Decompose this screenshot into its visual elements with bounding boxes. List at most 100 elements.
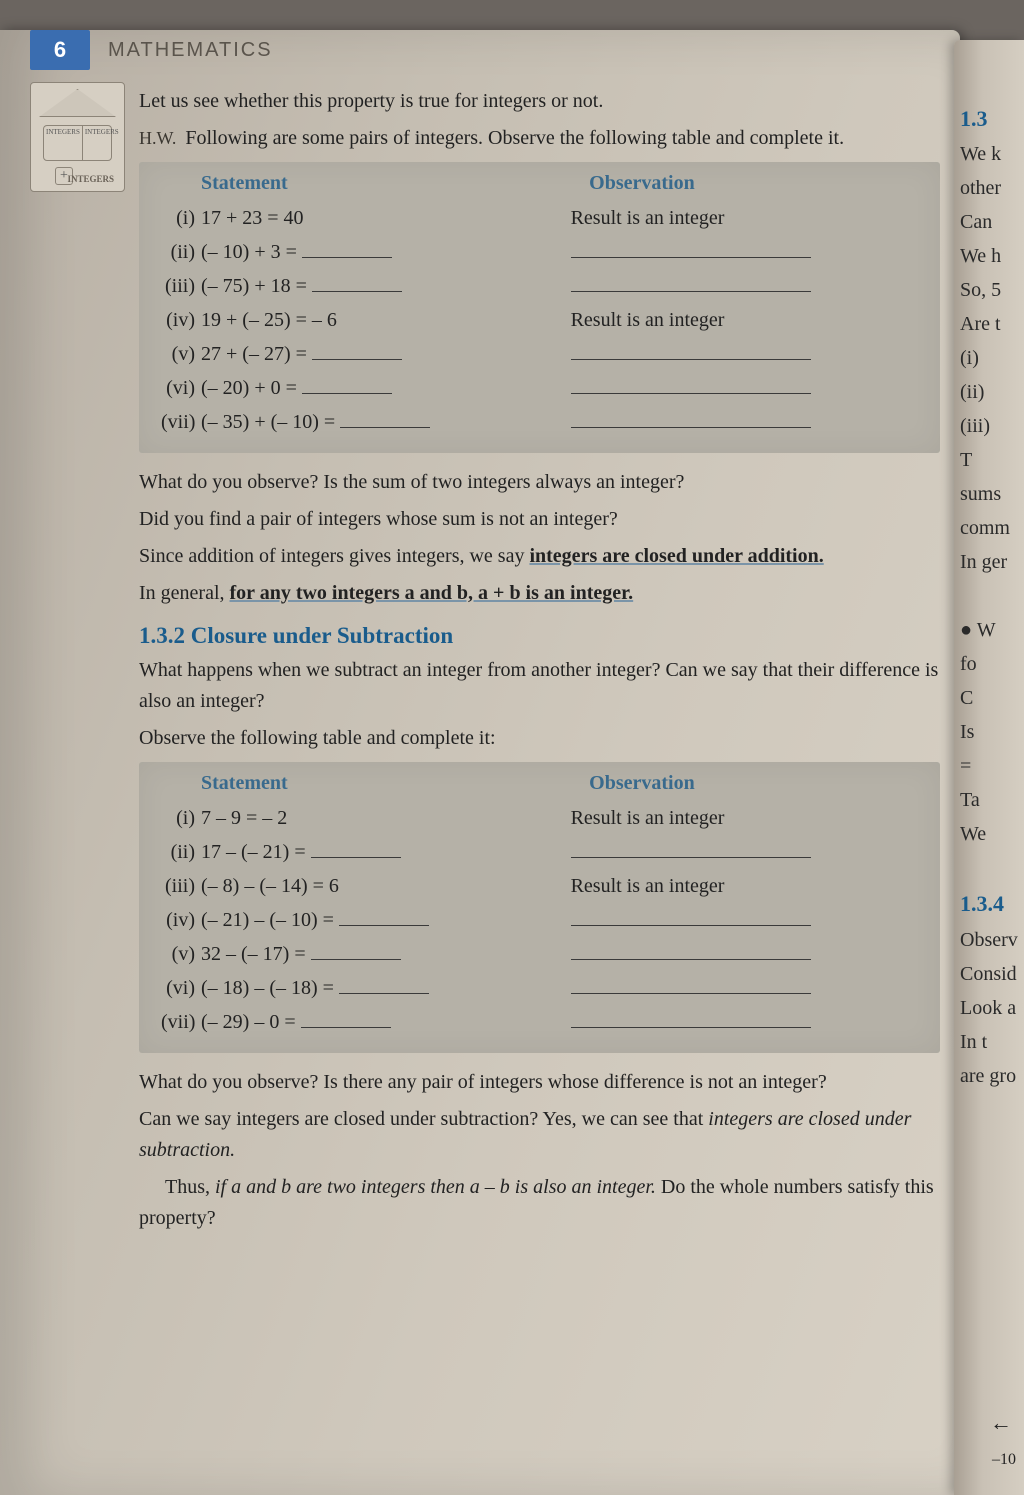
- row-number: (i): [161, 801, 201, 835]
- statement-text: (– 75) + 18 =: [201, 269, 561, 303]
- statement-text: (– 10) + 3 =: [201, 235, 561, 269]
- section-heading: 1.3.2 Closure under Subtraction: [139, 623, 940, 649]
- subtraction-intro: What happens when we subtract an integer…: [139, 655, 940, 717]
- observation-cell: [561, 405, 918, 439]
- closure-sub-text: Can we say integers are closed under sub…: [139, 1108, 708, 1130]
- statement-text: 32 – (– 17) =: [201, 937, 561, 971]
- observation-blank[interactable]: [571, 274, 811, 292]
- statement-text: (– 29) – 0 =: [201, 1005, 561, 1039]
- table-row: (i)17 + 23 = 40Result is an integer: [161, 201, 918, 235]
- answer-blank[interactable]: [340, 410, 430, 428]
- row-number: (iii): [161, 269, 201, 303]
- observation-cell: [561, 337, 918, 371]
- question-2: Did you find a pair of integers whose su…: [139, 504, 940, 535]
- textbook-page: 6 MATHEMATICS INTEGERS INTEGERS + INTEGE…: [0, 30, 960, 1495]
- closure-add-para: Since addition of integers gives integer…: [139, 541, 940, 572]
- table2-header: Statement Observation: [161, 772, 918, 795]
- observation-cell: Result is an integer: [561, 801, 918, 835]
- observation-cell: [561, 937, 918, 971]
- general-bold: for any two integers a and b, a + b is a…: [230, 582, 634, 604]
- thus-prefix: Thus,: [165, 1176, 215, 1198]
- next-page-fragment: =: [960, 749, 1024, 783]
- next-page-fragment: C: [960, 681, 1024, 715]
- row-number: (i): [161, 201, 201, 235]
- observation-cell: [561, 235, 918, 269]
- next-page-fragment: (iii): [960, 409, 1024, 443]
- statement-text: (– 35) + (– 10) =: [201, 405, 561, 439]
- general-rule-add: In general, for any two integers a and b…: [139, 578, 940, 609]
- side-illustration: INTEGERS INTEGERS + INTEGERS: [30, 82, 125, 192]
- row-number: (vi): [161, 371, 201, 405]
- next-page-fragment: Consid: [960, 957, 1024, 991]
- answer-blank[interactable]: [302, 240, 392, 258]
- question-3: What do you observe? Is there any pair o…: [139, 1067, 940, 1098]
- next-page-fragment: Are t: [960, 307, 1024, 341]
- observation-blank[interactable]: [571, 976, 811, 994]
- answer-blank[interactable]: [339, 976, 429, 994]
- statement-text: 7 – 9 = – 2: [201, 801, 561, 835]
- row-number: (iv): [161, 903, 201, 937]
- table-row: (vi)(– 18) – (– 18) =: [161, 971, 918, 1005]
- next-page-fragment: sums: [960, 477, 1024, 511]
- answer-blank[interactable]: [302, 376, 392, 394]
- subtraction-observe: Observe the following table and complete…: [139, 723, 940, 754]
- statement-text: (– 8) – (– 14) = 6: [201, 869, 561, 903]
- bag-right-label: INTEGERS: [83, 126, 121, 160]
- observation-cell: [561, 835, 918, 869]
- thus-italic: if a and b are two integers then a – b i…: [215, 1176, 656, 1198]
- integers-house-icon: INTEGERS INTEGERS + INTEGERS: [30, 82, 125, 192]
- general-prefix: In general,: [139, 582, 230, 604]
- next-page-fragment: In t: [960, 1025, 1024, 1059]
- answer-blank[interactable]: [311, 942, 401, 960]
- row-number: (ii): [161, 235, 201, 269]
- next-page-fragment: [960, 579, 1024, 613]
- row-number: (ii): [161, 835, 201, 869]
- observation-blank[interactable]: [571, 840, 811, 858]
- statement-text: (– 20) + 0 =: [201, 371, 561, 405]
- observation-blank[interactable]: [571, 908, 811, 926]
- table-row: (iii)(– 75) + 18 =: [161, 269, 918, 303]
- observation-blank[interactable]: [571, 1010, 811, 1028]
- answer-blank[interactable]: [339, 908, 429, 926]
- table2-head-right: Observation: [579, 772, 918, 795]
- integers-bottom-label: INTEGERS: [67, 174, 114, 184]
- answer-blank[interactable]: [301, 1010, 391, 1028]
- statement-text: 17 – (– 21) =: [201, 835, 561, 869]
- row-number: (v): [161, 937, 201, 971]
- subtraction-table: Statement Observation (i)7 – 9 = – 2Resu…: [139, 762, 940, 1053]
- answer-blank[interactable]: [311, 840, 401, 858]
- observation-cell: [561, 971, 918, 1005]
- next-page-fragment: (ii): [960, 375, 1024, 409]
- next-page-section-num: 1.3: [960, 100, 1024, 137]
- main-column: Let us see whether this property is true…: [139, 82, 960, 1240]
- body-area: INTEGERS INTEGERS + INTEGERS Let us see …: [30, 82, 960, 1240]
- row-number: (vii): [161, 1005, 201, 1039]
- next-page-fragment: In ger: [960, 545, 1024, 579]
- observation-blank[interactable]: [571, 240, 811, 258]
- next-page-fragment: Observ: [960, 923, 1024, 957]
- next-page-fragment: ● W: [960, 613, 1024, 647]
- observation-blank[interactable]: [571, 942, 811, 960]
- table-row: (vii)(– 35) + (– 10) =: [161, 405, 918, 439]
- next-page-fragment: Can: [960, 205, 1024, 239]
- bag-left-label: INTEGERS: [44, 126, 83, 160]
- next-page-fragment: 1.3.4: [960, 885, 1024, 922]
- answer-blank[interactable]: [312, 274, 402, 292]
- handwritten-hw-note: H.W.: [139, 125, 176, 153]
- next-page-fragment: T: [960, 443, 1024, 477]
- next-page-sliver: 1.3 We kotherCanWe hSo, 5Are t(i)(ii)(ii…: [954, 40, 1024, 1495]
- closure-add-text: Since addition of integers gives integer…: [139, 545, 529, 567]
- observation-blank[interactable]: [571, 376, 811, 394]
- question-1: What do you observe? Is the sum of two i…: [139, 467, 940, 498]
- table-row: (i)7 – 9 = – 2Result is an integer: [161, 801, 918, 835]
- observation-blank[interactable]: [571, 410, 811, 428]
- statement-text: (– 18) – (– 18) =: [201, 971, 561, 1005]
- observation-blank[interactable]: [571, 342, 811, 360]
- intro-2-text: Following are some pairs of integers. Ob…: [185, 127, 844, 149]
- next-page-fragment: comm: [960, 511, 1024, 545]
- next-page-fragment: We h: [960, 239, 1024, 273]
- table-row: (ii)17 – (– 21) =: [161, 835, 918, 869]
- row-number: (iii): [161, 869, 201, 903]
- answer-blank[interactable]: [312, 342, 402, 360]
- row-number: (vii): [161, 405, 201, 439]
